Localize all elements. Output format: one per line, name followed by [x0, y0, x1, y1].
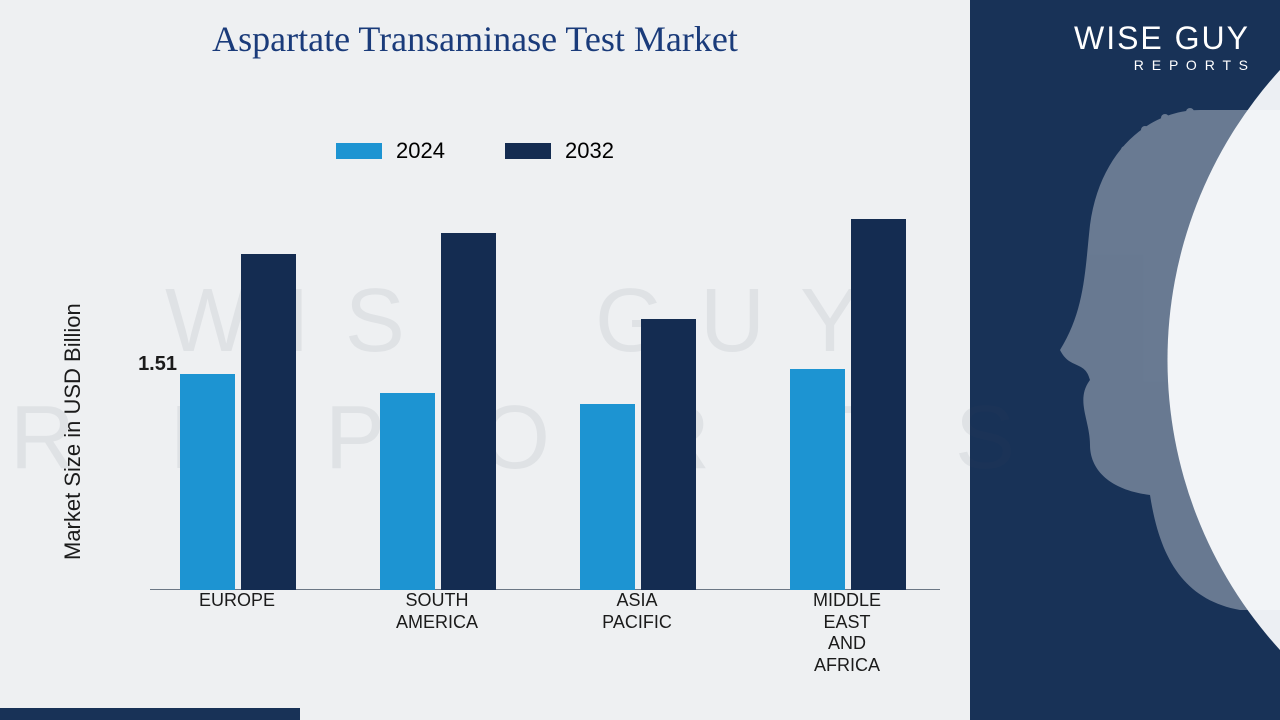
x-label-asia-pacific: ASIAPACIFIC: [572, 590, 702, 633]
legend-item-2032: 2032: [505, 138, 614, 164]
legend-label: 2032: [565, 138, 614, 164]
bar-2032-asia-pacific: [641, 319, 696, 590]
plot-area: 1.51: [150, 190, 940, 590]
legend-swatch: [336, 143, 382, 159]
y-axis-label: Market Size in USD Billion: [60, 303, 86, 560]
x-label-europe: EUROPE: [172, 590, 302, 612]
footer-accent-bar: [0, 708, 300, 720]
legend-label: 2024: [396, 138, 445, 164]
x-label-south-america: SOUTHAMERICA: [372, 590, 502, 633]
chart-title: Aspartate Transaminase Test Market: [0, 18, 950, 60]
brand-logo: WISE GUY R E P O R T S: [1074, 20, 1250, 73]
chart-canvas: WISE GUY R E P O R T S WISE GUYR E P O R…: [0, 0, 1280, 720]
bar-2024-south-america: [380, 393, 435, 590]
bar-2024-middle-east-and-africa: [790, 369, 845, 590]
x-label-middle-east-and-africa: MIDDLEEASTANDAFRICA: [782, 590, 912, 676]
brand-line1: WISE GUY: [1074, 20, 1250, 57]
bar-2024-europe: [180, 374, 235, 590]
brand-line2: R E P O R T S: [1074, 57, 1250, 73]
legend-swatch: [505, 143, 551, 159]
bar-2032-middle-east-and-africa: [851, 219, 906, 590]
bar-value-label: 1.51: [122, 353, 177, 376]
bar-2032-south-america: [441, 233, 496, 590]
legend: 2024 2032: [0, 138, 950, 164]
bar-2024-asia-pacific: [580, 404, 635, 590]
legend-item-2024: 2024: [336, 138, 445, 164]
bar-2032-europe: [241, 254, 296, 590]
